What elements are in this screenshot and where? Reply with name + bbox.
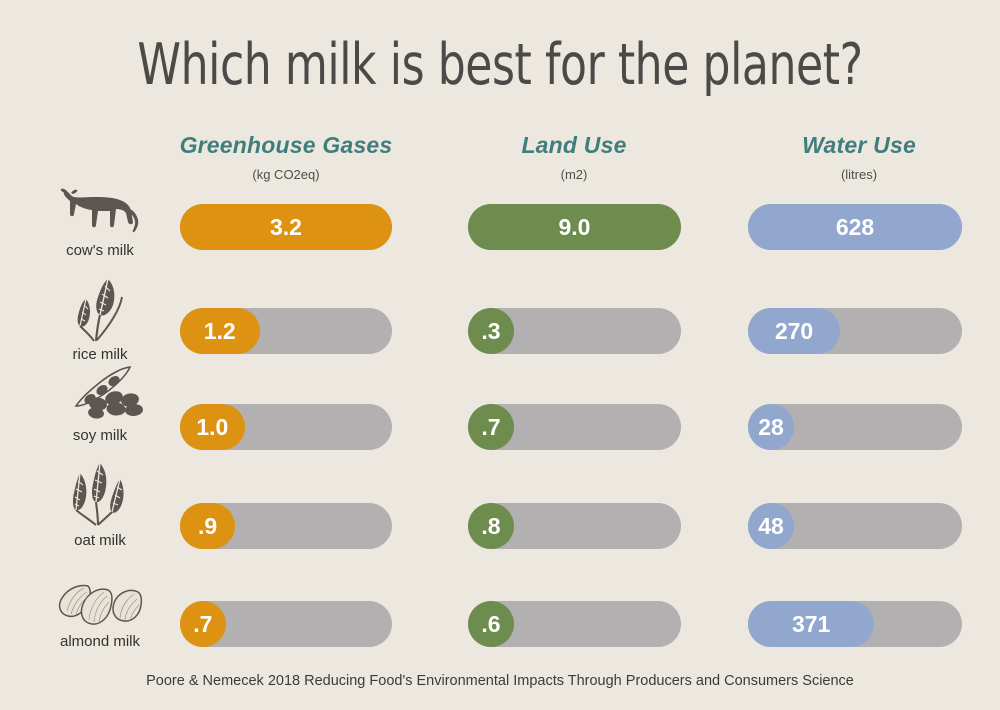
bar-fill-ghg: 3.2: [180, 204, 392, 250]
row-label-soy: soy milk: [30, 362, 170, 444]
bar-fill-ghg: .9: [180, 503, 236, 549]
bar-fill-ghg: 1.0: [180, 404, 245, 450]
bar-value-land: .6: [481, 610, 501, 637]
bar-fill-ghg: .7: [180, 601, 226, 647]
column-header-land-use: Land Use (m2): [464, 132, 684, 182]
row-label-text: oat milk: [74, 532, 126, 549]
bar-value-ghg: 1.2: [203, 317, 236, 344]
column-unit: (m2): [560, 167, 588, 182]
bar-fill-water: 371: [748, 601, 875, 647]
bar-track-ghg: 1.0: [180, 404, 392, 450]
column-unit: (kg CO2eq): [252, 167, 320, 182]
table-row: almond milk .7 .6 371: [0, 584, 1000, 650]
bar-track-ghg: .9: [180, 503, 392, 549]
table-row: cow's milk 3.2 9.0 628: [0, 188, 1000, 259]
bar-value-land: .7: [481, 413, 501, 440]
bar-track-land: .6: [468, 601, 681, 647]
bar-track-land: .3: [468, 308, 681, 354]
bar-track-water: 371: [748, 601, 962, 647]
bar-value-water: 628: [835, 213, 875, 240]
row-label-rice: rice milk: [30, 273, 170, 363]
bar-track-ghg: 3.2: [180, 204, 392, 250]
bar-value-water: 28: [758, 413, 784, 440]
rice-stalk-icon: [30, 273, 170, 343]
bar-value-ghg: 1.0: [196, 413, 229, 440]
bar-fill-land: .3: [468, 308, 514, 354]
row-label-oat: oat milk: [30, 461, 170, 549]
bar-track-water: 628: [748, 204, 962, 250]
row-label-almond: almond milk: [30, 578, 170, 650]
bar-fill-water: 48: [748, 503, 794, 549]
column-header-water-use: Water Use (litres): [749, 132, 969, 182]
soy-pod-icon: [30, 362, 170, 424]
table-row: rice milk 1.2 .3 270: [0, 278, 1000, 363]
column-unit: (litres): [840, 167, 878, 182]
bar-value-water: 371: [791, 610, 831, 637]
column-title: Greenhouse Gases: [179, 132, 393, 158]
row-label-text: rice milk: [72, 346, 128, 363]
bar-fill-water: 270: [748, 308, 841, 354]
bar-fill-water: 28: [748, 404, 794, 450]
row-label-cow: cow's milk: [30, 187, 170, 259]
bar-track-land: .8: [468, 503, 681, 549]
source-citation: Poore & Nemecek 2018 Reducing Food's Env…: [146, 673, 854, 689]
bar-value-ghg: 3.2: [270, 213, 302, 240]
row-label-text: almond milk: [59, 633, 141, 650]
bar-fill-water: 628: [748, 204, 962, 250]
bar-track-ghg: 1.2: [180, 308, 392, 354]
row-label-text: cow's milk: [66, 242, 134, 259]
row-label-text: soy milk: [72, 427, 128, 444]
bar-value-water: 270: [774, 317, 814, 344]
bar-track-water: 28: [748, 404, 962, 450]
bar-track-water: 270: [748, 308, 962, 354]
bar-fill-ghg: 1.2: [180, 308, 260, 354]
bar-track-ghg: .7: [180, 601, 392, 647]
bar-value-land: .8: [481, 512, 501, 539]
cow-icon: [30, 187, 170, 239]
bar-fill-land: .6: [468, 601, 514, 647]
bar-fill-land: .7: [468, 404, 514, 450]
bar-fill-land: .8: [468, 503, 514, 549]
bar-value-land: 9.0: [558, 213, 591, 240]
bar-track-land: 9.0: [468, 204, 681, 250]
bar-value-ghg: .7: [193, 610, 213, 637]
column-title: Land Use: [521, 132, 627, 158]
bar-fill-land: 9.0: [468, 204, 681, 250]
table-row: oat milk .9 .8 48: [0, 462, 1000, 549]
bar-value-ghg: .9: [197, 512, 218, 539]
bar-track-land: .7: [468, 404, 681, 450]
column-header-greenhouse-gases: Greenhouse Gases (kg CO2eq): [176, 132, 396, 182]
table-row: soy milk 1.0 .7 28: [0, 366, 1000, 450]
bar-value-water: 48: [758, 512, 784, 539]
page-title: Which milk is best for the planet?: [137, 32, 863, 98]
bar-value-land: .3: [481, 317, 501, 344]
almond-icon: [30, 578, 170, 630]
bar-track-water: 48: [748, 503, 962, 549]
oat-stalk-icon: [30, 461, 170, 529]
column-title: Water Use: [802, 132, 916, 158]
